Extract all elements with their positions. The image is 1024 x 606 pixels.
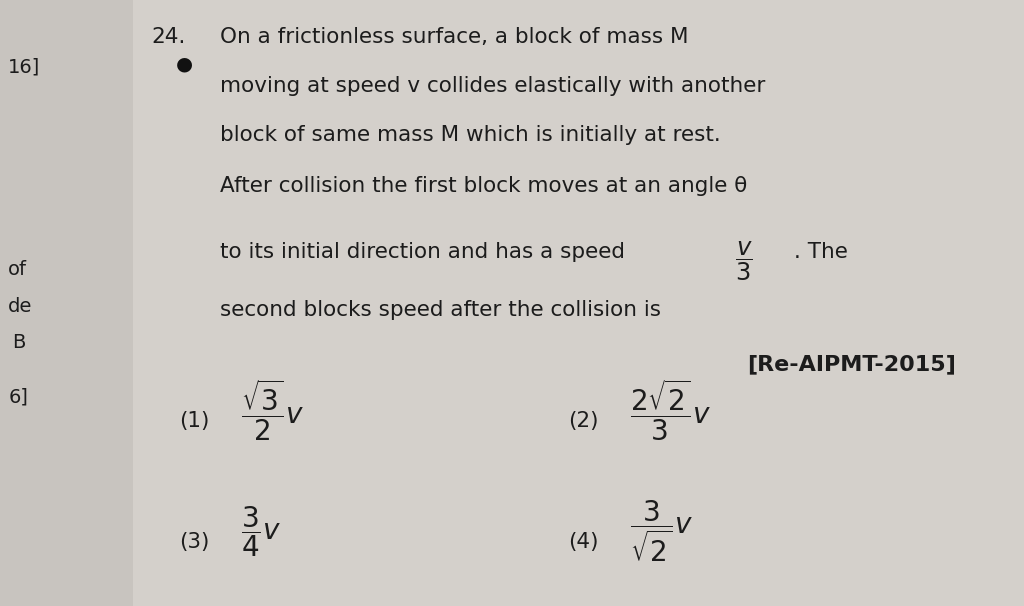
Text: B: B [12,333,26,352]
Text: On a frictionless surface, a block of mass M: On a frictionless surface, a block of ma… [220,27,689,47]
Text: 24.: 24. [152,27,186,47]
Text: de: de [8,296,33,316]
Text: $\dfrac{3}{4}v$: $\dfrac{3}{4}v$ [241,504,281,559]
Text: block of same mass M which is initially at rest.: block of same mass M which is initially … [220,125,721,145]
Text: $\dfrac{3}{\sqrt{2}}v$: $\dfrac{3}{\sqrt{2}}v$ [630,499,693,564]
Text: 6]: 6] [8,387,28,407]
Text: to its initial direction and has a speed: to its initial direction and has a speed [220,242,626,262]
Text: moving at speed v collides elastically with another: moving at speed v collides elastically w… [220,76,766,96]
Text: (3): (3) [179,532,210,553]
Text: (1): (1) [179,411,210,431]
Text: After collision the first block moves at an angle θ: After collision the first block moves at… [220,176,748,196]
Text: $\dfrac{v}{3}$: $\dfrac{v}{3}$ [735,239,753,283]
Text: (2): (2) [568,411,599,431]
Text: (4): (4) [568,532,599,553]
Text: ●: ● [176,54,193,73]
Text: [Re-AIPMT-2015]: [Re-AIPMT-2015] [748,355,956,375]
Text: $\dfrac{2\sqrt{2}}{3}v$: $\dfrac{2\sqrt{2}}{3}v$ [630,378,711,443]
FancyBboxPatch shape [133,0,1024,606]
Text: of: of [8,260,28,279]
Text: second blocks speed after the collision is: second blocks speed after the collision … [220,300,662,320]
Text: 16]: 16] [8,57,40,76]
Text: . The: . The [794,242,848,262]
Text: $\dfrac{\sqrt{3}}{2}v$: $\dfrac{\sqrt{3}}{2}v$ [241,378,304,443]
